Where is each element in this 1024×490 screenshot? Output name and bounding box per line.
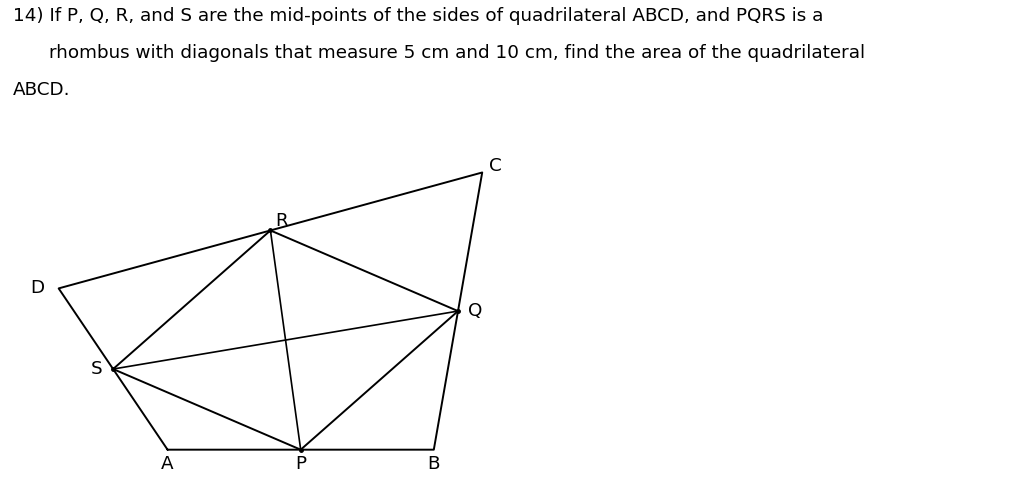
Text: Q: Q: [468, 302, 482, 320]
Text: rhombus with diagonals that measure 5 cm and 10 cm, find the area of the quadril: rhombus with diagonals that measure 5 cm…: [49, 44, 865, 62]
Text: A: A: [161, 455, 174, 473]
Text: C: C: [489, 157, 502, 175]
Text: P: P: [295, 455, 306, 473]
Text: D: D: [31, 279, 44, 297]
Text: 14) If P, Q, R, and S are the mid-points of the sides of quadrilateral ABCD, and: 14) If P, Q, R, and S are the mid-points…: [13, 7, 823, 25]
Text: R: R: [275, 212, 288, 230]
Text: ABCD.: ABCD.: [13, 81, 71, 99]
Text: B: B: [428, 455, 440, 473]
Text: S: S: [90, 360, 102, 378]
